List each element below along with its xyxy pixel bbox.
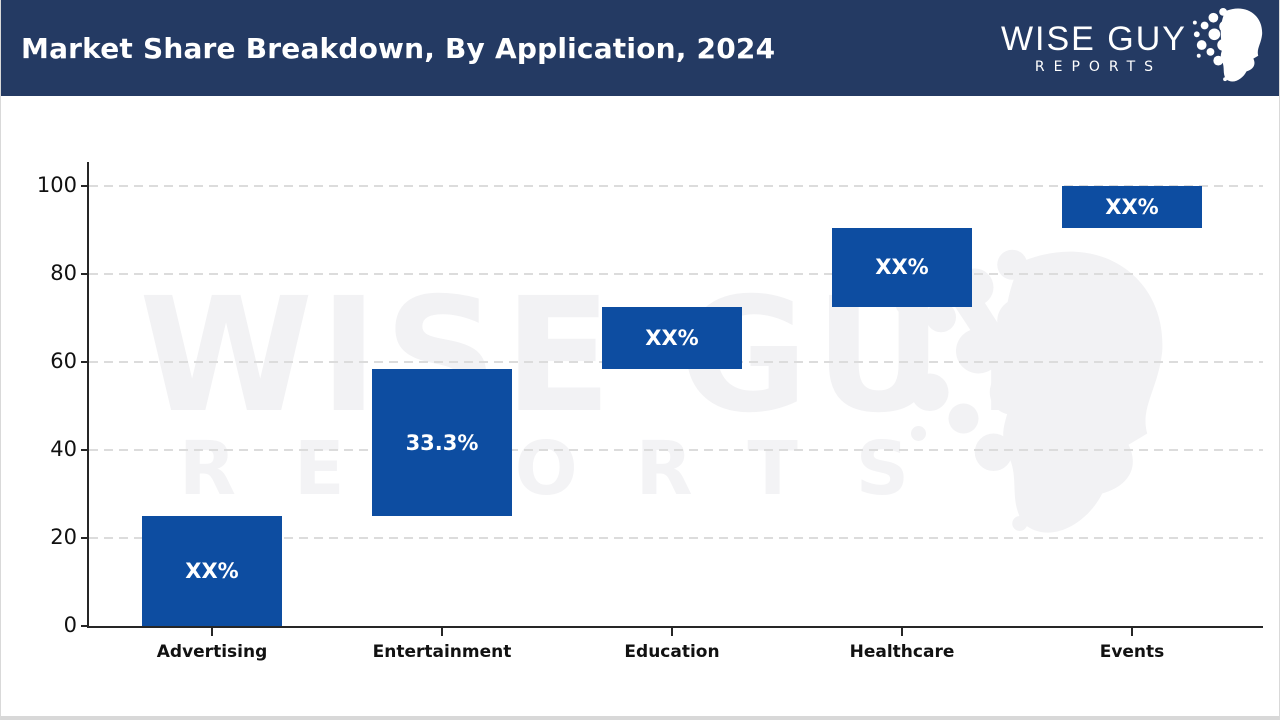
bar-healthcare: XX% xyxy=(832,227,972,307)
y-tick-label-40: 40 xyxy=(50,437,77,461)
y-tick-label-100: 100 xyxy=(36,173,77,197)
bar-value-label: 33.3% xyxy=(405,430,479,455)
y-axis-line xyxy=(87,162,89,628)
logo-subtitle: REPORTS xyxy=(1034,59,1163,75)
logo-text: WISE GUY REPORTS xyxy=(1001,22,1187,74)
y-tick-40 xyxy=(81,449,89,451)
bar-value-label: XX% xyxy=(645,326,699,351)
gridline-100 xyxy=(89,185,1263,187)
y-tick-20 xyxy=(81,537,89,539)
chart-area: WISE GUY REPORTS 0 20 40 60 80 100 XX% Advertis… xyxy=(1,96,1279,716)
bar-events: XX% xyxy=(1062,186,1202,228)
watermark-subtitle: REPORTS xyxy=(179,426,968,512)
x-label-healthcare: Healthcare xyxy=(849,642,955,662)
bar-value-label: XX% xyxy=(185,559,239,583)
y-tick-label-20: 20 xyxy=(50,525,77,549)
x-label-advertising: Advertising xyxy=(156,642,268,662)
header: Market Share Breakdown, By Application, … xyxy=(1,0,1279,96)
gridline-40 xyxy=(89,449,1263,451)
y-tick-100 xyxy=(81,185,89,187)
y-tick-label-60: 60 xyxy=(50,349,77,373)
footer-strip xyxy=(1,716,1279,720)
bar-value-label: XX% xyxy=(875,255,929,280)
x-tick-education xyxy=(671,628,673,636)
x-tick-healthcare xyxy=(901,628,903,636)
gridline-80 xyxy=(89,273,1263,275)
page-title: Market Share Breakdown, By Application, … xyxy=(21,31,776,65)
x-tick-events xyxy=(1131,628,1133,636)
wise-guy-logo: WISE GUY REPORTS xyxy=(1001,4,1267,92)
y-tick-80 xyxy=(81,273,89,275)
bar-value-label: XX% xyxy=(1105,194,1159,219)
bar-entertainment: 33.3% xyxy=(372,369,512,516)
x-label-entertainment: Entertainment xyxy=(372,642,512,662)
x-label-events: Events xyxy=(1099,642,1165,662)
y-tick-0 xyxy=(81,625,89,627)
x-label-education: Education xyxy=(624,642,720,662)
logo-head-icon xyxy=(1189,4,1267,92)
logo-wordmark: WISE GUY xyxy=(1000,20,1187,58)
x-axis-line xyxy=(87,626,1263,628)
y-tick-label-0: 0 xyxy=(63,613,77,637)
x-tick-entertainment xyxy=(441,628,443,636)
bar-advertising: XX% xyxy=(142,516,282,626)
y-tick-label-80: 80 xyxy=(50,261,77,285)
gridline-20 xyxy=(89,537,1263,539)
y-tick-60 xyxy=(81,361,89,363)
x-tick-advertising xyxy=(211,628,213,636)
bar-education: XX% xyxy=(602,307,742,370)
